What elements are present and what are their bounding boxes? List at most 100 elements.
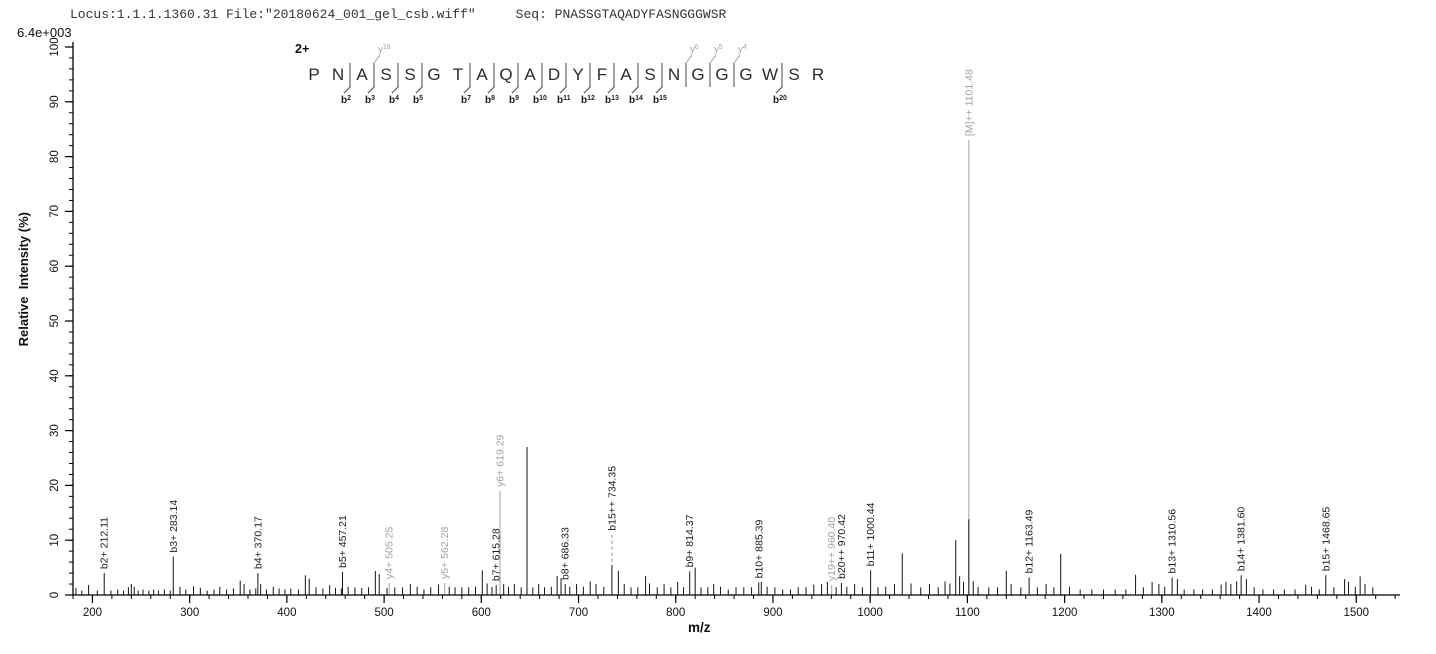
b-ion-label: b11 xyxy=(557,95,571,106)
b-ion-hook xyxy=(415,86,423,94)
b-ion-label: b4 xyxy=(389,95,399,106)
peak-label: b8+ 686.33 xyxy=(560,527,572,580)
peak-label: y5+ 562.28 xyxy=(439,527,451,579)
residue-letter: F xyxy=(597,65,607,84)
residue-letter: R xyxy=(812,65,824,84)
peak-label: b3+ 283.14 xyxy=(168,500,180,553)
b-ion-label: b10 xyxy=(533,95,547,106)
residue-letter: A xyxy=(524,65,536,84)
b-ion-hook xyxy=(511,86,519,94)
b-ion-label: b3 xyxy=(365,95,375,106)
y-tick-label: 90 xyxy=(49,95,61,108)
x-tick-label: 800 xyxy=(666,607,685,619)
b-ion-hook xyxy=(487,86,495,94)
b-ion-hook xyxy=(559,86,567,94)
residue-letter: N xyxy=(332,65,344,84)
x-tick-label: 500 xyxy=(374,607,393,619)
header-sequence: Seq: PNASSGTAQADYFASNGGGWSR xyxy=(515,7,727,22)
residue-letter: S xyxy=(380,65,391,84)
residue-letter: S xyxy=(404,65,415,84)
y-tick-label: 10 xyxy=(49,534,61,547)
residue-letter: P xyxy=(308,65,319,84)
peak-label: b2+ 212.11 xyxy=(99,517,111,569)
residue-letter: G xyxy=(715,65,728,84)
peak-label: y19++ 960.40 xyxy=(826,517,838,581)
header: Locus:1.1.1.1360.31 File:"20180624_001_g… xyxy=(70,7,726,22)
y-ion-hook xyxy=(685,54,693,64)
peak-label: b20++ 970.42 xyxy=(836,514,848,579)
b-ion-hook xyxy=(463,86,471,94)
y-tick-label: 80 xyxy=(49,150,61,163)
peak-label: b10+ 885.39 xyxy=(753,520,765,579)
x-tick-label: 900 xyxy=(763,607,782,619)
y-ion-label: y6 xyxy=(690,44,699,55)
b-ion-label: b2 xyxy=(341,95,351,106)
peak-label: b15+ 1468.65 xyxy=(1320,507,1332,572)
y-tick-label: 30 xyxy=(49,424,61,437)
residue-letter: N xyxy=(668,65,680,84)
peak-label: b4+ 370.17 xyxy=(252,516,264,569)
x-tick-label: 1500 xyxy=(1343,607,1369,619)
x-tick-label: 1400 xyxy=(1246,607,1272,619)
y-tick-label: 60 xyxy=(49,260,61,273)
residue-letter: A xyxy=(620,65,632,84)
peak-label: b7+ 615.28 xyxy=(491,528,503,581)
y-axis-scale-note: 6.4e+003 xyxy=(17,25,72,40)
b-ion-label: b13 xyxy=(605,95,619,106)
peak-label: b11+ 1000.44 xyxy=(865,502,877,566)
x-tick-label: 1300 xyxy=(1149,607,1175,619)
x-tick-label: 700 xyxy=(569,607,588,619)
residue-letter: A xyxy=(476,65,488,84)
y-ion-label: y5 xyxy=(714,44,723,55)
b-ion-label: b12 xyxy=(581,95,595,106)
b-ion-hook xyxy=(391,86,399,94)
b-ion-label: b8 xyxy=(485,95,495,106)
residue-letter: G xyxy=(427,65,440,84)
residue-letter: G xyxy=(691,65,704,84)
residue-letter: W xyxy=(762,65,778,84)
b-ion-hook xyxy=(583,86,591,94)
y-tick-label: 40 xyxy=(49,369,61,382)
b-ion-hook xyxy=(775,86,783,94)
residue-letter: Y xyxy=(572,65,583,84)
x-tick-label: 300 xyxy=(180,607,199,619)
b-ion-label: b20 xyxy=(773,95,787,106)
y-tick-label: 100 xyxy=(49,37,61,56)
b-ion-label: b15 xyxy=(653,95,667,106)
b-ion-hook xyxy=(367,86,375,94)
y-ion-hook xyxy=(709,54,717,64)
x-tick-label: 200 xyxy=(83,607,102,619)
y-ion-label: y19 xyxy=(378,44,391,55)
residue-letter: S xyxy=(788,65,799,84)
peak-label: b13+ 1310.56 xyxy=(1167,509,1179,574)
b-ion-hook xyxy=(631,86,639,94)
x-axis-title: m/z xyxy=(688,620,711,635)
residue-letter: Q xyxy=(499,65,512,84)
x-tick-label: 600 xyxy=(472,607,491,619)
y-ion-hook xyxy=(373,54,381,64)
y-ion-hook xyxy=(733,54,741,64)
y-tick-label: 0 xyxy=(49,592,61,598)
residue-letter: A xyxy=(356,65,368,84)
precursor-charge-label: 2+ xyxy=(295,42,309,56)
x-tick-label: 400 xyxy=(277,607,296,619)
b-ion-hook xyxy=(535,86,543,94)
y-ion-label: y4 xyxy=(738,44,747,55)
residue-letter: T xyxy=(453,65,463,84)
x-tick-label: 1000 xyxy=(857,607,883,619)
b-ion-hook xyxy=(607,86,615,94)
residue-letter: D xyxy=(548,65,560,84)
residue-letter: S xyxy=(644,65,655,84)
x-tick-label: 1200 xyxy=(1052,607,1078,619)
y-tick-label: 50 xyxy=(49,315,61,328)
peak-label: y6+ 619.29 xyxy=(495,434,507,486)
b-ion-label: b7 xyxy=(461,95,471,106)
peak-label: y4+ 505.25 xyxy=(384,527,396,579)
peak-label: b5+ 457.21 xyxy=(337,515,349,568)
x-tick-label: 1100 xyxy=(955,607,980,619)
y-tick-label: 70 xyxy=(49,205,61,218)
b-ion-label: b9 xyxy=(509,95,519,106)
peak-label: b9+ 814.37 xyxy=(684,514,696,567)
